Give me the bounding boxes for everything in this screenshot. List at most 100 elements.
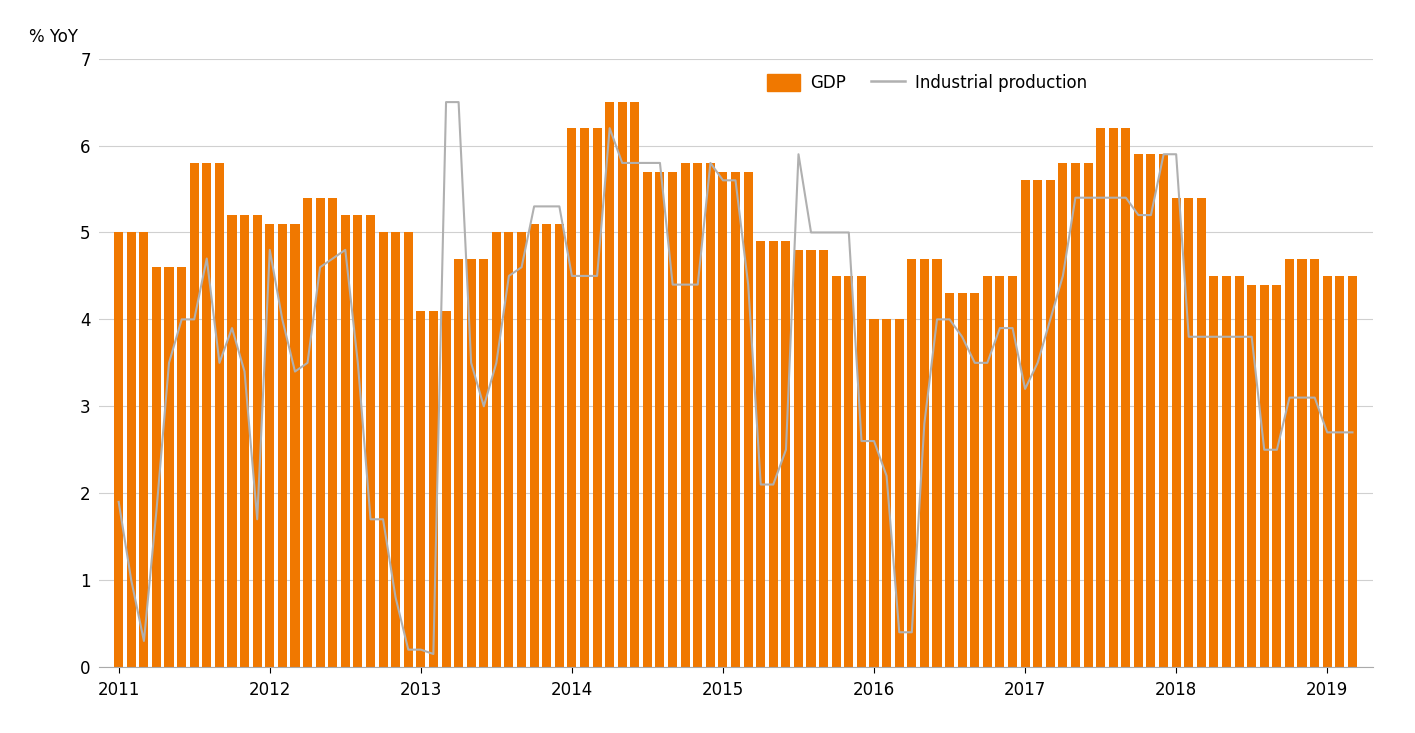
Bar	[945, 293, 954, 667]
Bar	[277, 224, 287, 667]
Bar	[1223, 276, 1231, 667]
Bar	[429, 311, 437, 667]
Bar	[706, 163, 715, 667]
Bar	[1235, 276, 1244, 667]
Bar	[1033, 180, 1043, 667]
Bar	[668, 172, 678, 667]
Text: % YoY: % YoY	[30, 29, 78, 46]
Bar	[1298, 259, 1306, 667]
Bar	[366, 215, 375, 667]
Bar	[1310, 259, 1319, 667]
Bar	[1172, 198, 1180, 667]
Bar	[1058, 163, 1067, 667]
Bar	[202, 163, 211, 667]
Bar	[1046, 180, 1054, 667]
Bar	[732, 172, 740, 667]
Bar	[290, 224, 300, 667]
Bar	[1097, 128, 1105, 667]
Bar	[655, 172, 665, 667]
Bar	[403, 232, 413, 667]
Bar	[819, 250, 828, 667]
Bar	[151, 268, 161, 667]
Bar	[379, 232, 388, 667]
Bar	[681, 163, 689, 667]
Bar	[1133, 154, 1143, 667]
Bar	[606, 102, 614, 667]
Bar	[555, 224, 565, 667]
Bar	[807, 250, 815, 667]
Bar	[794, 250, 804, 667]
Bar	[630, 102, 640, 667]
Bar	[593, 128, 601, 667]
Bar	[995, 276, 1005, 667]
Bar	[190, 163, 198, 667]
Bar	[1285, 259, 1293, 667]
Bar	[894, 320, 904, 667]
Bar	[958, 293, 966, 667]
Bar	[115, 232, 123, 667]
Bar	[177, 268, 187, 667]
Bar	[1259, 284, 1269, 667]
Bar	[454, 259, 463, 667]
Bar	[416, 311, 426, 667]
Bar	[1108, 128, 1118, 667]
Bar	[971, 293, 979, 667]
Bar	[781, 241, 791, 667]
Bar	[1247, 284, 1257, 667]
Bar	[228, 215, 236, 667]
Bar	[1071, 163, 1080, 667]
Bar	[719, 172, 727, 667]
Bar	[768, 241, 778, 667]
Bar	[869, 320, 879, 667]
Bar	[241, 215, 249, 667]
Bar	[215, 163, 224, 667]
Bar	[845, 276, 853, 667]
Bar	[1084, 163, 1092, 667]
Bar	[1323, 276, 1332, 667]
Bar	[529, 224, 539, 667]
Bar	[140, 232, 149, 667]
Bar	[516, 232, 526, 667]
Bar	[1336, 276, 1344, 667]
Bar	[857, 276, 866, 667]
Bar	[1272, 284, 1282, 667]
Bar	[303, 198, 313, 667]
Bar	[265, 224, 275, 667]
Bar	[744, 172, 753, 667]
Bar	[504, 232, 514, 667]
Bar	[164, 268, 174, 667]
Bar	[328, 198, 337, 667]
Bar	[1197, 198, 1206, 667]
Bar	[316, 198, 324, 667]
Bar	[642, 172, 652, 667]
Bar	[907, 259, 917, 667]
Bar	[492, 232, 501, 667]
Bar	[1159, 154, 1169, 667]
Bar	[1184, 198, 1193, 667]
Bar	[756, 241, 766, 667]
Bar	[832, 276, 841, 667]
Bar	[1007, 276, 1017, 667]
Bar	[618, 102, 627, 667]
Bar	[580, 128, 589, 667]
Bar	[1210, 276, 1218, 667]
Bar	[391, 232, 400, 667]
Bar	[1121, 128, 1131, 667]
Bar	[253, 215, 262, 667]
Bar	[1146, 154, 1156, 667]
Bar	[480, 259, 488, 667]
Bar	[693, 163, 702, 667]
Bar	[542, 224, 552, 667]
Bar	[1348, 276, 1357, 667]
Bar	[467, 259, 475, 667]
Bar	[920, 259, 928, 667]
Bar	[354, 215, 362, 667]
Legend: GDP, Industrial production: GDP, Industrial production	[760, 67, 1094, 98]
Bar	[341, 215, 350, 667]
Bar	[567, 128, 576, 667]
Bar	[1020, 180, 1030, 667]
Bar	[882, 320, 891, 667]
Bar	[932, 259, 941, 667]
Bar	[127, 232, 136, 667]
Bar	[441, 311, 450, 667]
